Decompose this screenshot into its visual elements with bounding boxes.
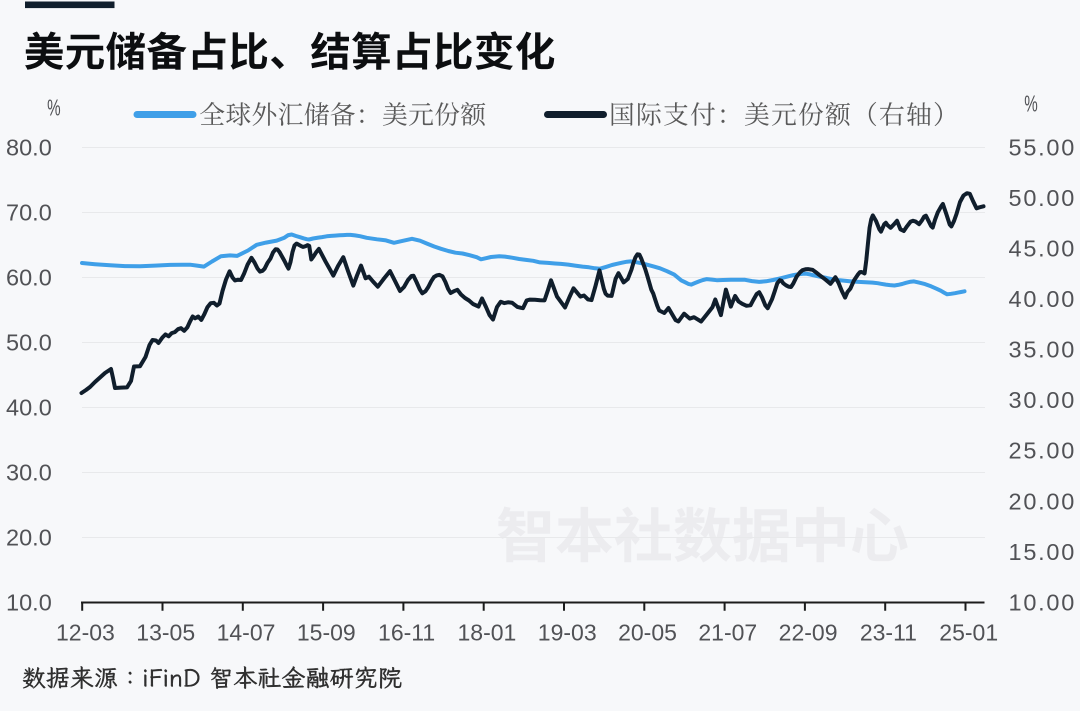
svg-text:10.0: 10.0 bbox=[6, 589, 52, 615]
svg-text:19-03: 19-03 bbox=[538, 620, 597, 646]
svg-text:15-09: 15-09 bbox=[297, 620, 356, 646]
svg-text:%: % bbox=[1024, 91, 1038, 117]
svg-text:50.00: 50.00 bbox=[1009, 185, 1077, 211]
svg-text:20.0: 20.0 bbox=[6, 524, 52, 550]
svg-text:25-01: 25-01 bbox=[939, 620, 998, 646]
svg-text:35.00: 35.00 bbox=[1009, 337, 1077, 363]
svg-text:20.00: 20.00 bbox=[1009, 488, 1077, 514]
svg-text:15.00: 15.00 bbox=[1009, 539, 1077, 565]
svg-text:20-05: 20-05 bbox=[618, 620, 677, 646]
svg-text:50.0: 50.0 bbox=[6, 329, 52, 355]
svg-text:22-09: 22-09 bbox=[779, 620, 838, 646]
svg-text:70.0: 70.0 bbox=[6, 199, 52, 225]
svg-text:25.00: 25.00 bbox=[1009, 438, 1077, 464]
svg-text:60.0: 60.0 bbox=[6, 264, 52, 290]
svg-text:21-07: 21-07 bbox=[698, 620, 757, 646]
svg-text:45.00: 45.00 bbox=[1009, 236, 1077, 262]
svg-text:14-07: 14-07 bbox=[217, 620, 276, 646]
svg-text:80.0: 80.0 bbox=[6, 134, 52, 160]
svg-text:12-03: 12-03 bbox=[56, 620, 115, 646]
svg-text:40.00: 40.00 bbox=[1009, 286, 1077, 312]
svg-text:30.00: 30.00 bbox=[1009, 387, 1077, 413]
svg-text:30.0: 30.0 bbox=[6, 459, 52, 485]
svg-text:18-01: 18-01 bbox=[457, 620, 516, 646]
svg-text:55.00: 55.00 bbox=[1009, 134, 1077, 160]
svg-text:13-05: 13-05 bbox=[136, 620, 195, 646]
svg-text:16-11: 16-11 bbox=[378, 620, 435, 646]
svg-text:23-11: 23-11 bbox=[860, 620, 917, 646]
svg-text:%: % bbox=[47, 95, 61, 121]
svg-text:40.0: 40.0 bbox=[6, 394, 52, 420]
svg-text:10.00: 10.00 bbox=[1009, 589, 1077, 615]
